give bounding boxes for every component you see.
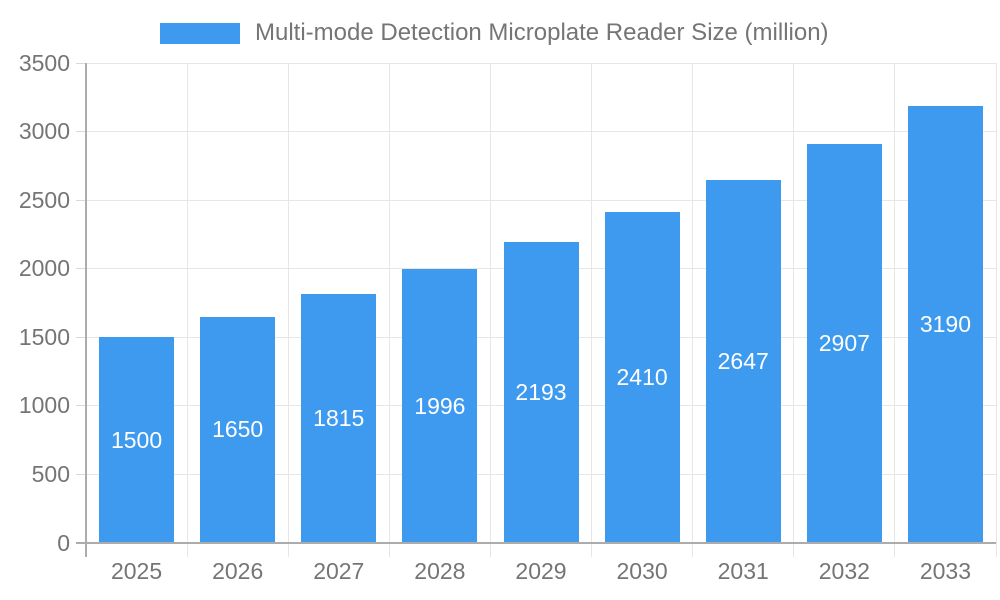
y-axis-label: 1000 bbox=[18, 392, 70, 419]
y-gridline bbox=[86, 62, 996, 64]
bar-2027[interactable] bbox=[301, 294, 377, 543]
bar-2032[interactable] bbox=[806, 144, 882, 543]
x-gridline bbox=[995, 63, 997, 557]
x-axis-line bbox=[76, 542, 996, 544]
bar-value-label: 1500 bbox=[110, 426, 163, 453]
bar-2033[interactable] bbox=[907, 105, 983, 543]
bar-2028[interactable] bbox=[402, 269, 478, 543]
bar-value-label: 2193 bbox=[515, 379, 567, 406]
x-gridline bbox=[692, 63, 694, 557]
x-gridline bbox=[591, 63, 593, 557]
y-axis-tick bbox=[76, 268, 86, 270]
y-axis-label: 3500 bbox=[18, 49, 70, 76]
y-axis-label: 1500 bbox=[18, 323, 70, 350]
bar-value-label: 1815 bbox=[313, 405, 365, 432]
bar-value-label: 1650 bbox=[212, 416, 264, 443]
y-axis-label: 2000 bbox=[18, 255, 70, 282]
legend-label: Multi-mode Detection Microplate Reader S… bbox=[255, 19, 829, 46]
x-axis-label: 2033 bbox=[919, 558, 972, 584]
x-gridline bbox=[388, 63, 390, 557]
x-axis-label: 2030 bbox=[616, 558, 668, 584]
y-axis-tick bbox=[76, 405, 86, 407]
y-axis-line bbox=[85, 63, 87, 557]
bar-value-label: 2907 bbox=[818, 330, 870, 357]
bar-value-label: 2647 bbox=[717, 347, 769, 374]
y-axis-tick bbox=[76, 131, 86, 133]
x-axis-label: 2032 bbox=[818, 558, 870, 584]
legend-swatch bbox=[160, 22, 240, 44]
x-axis-label: 2025 bbox=[110, 558, 163, 584]
x-gridline bbox=[793, 63, 795, 557]
bar-2026[interactable] bbox=[200, 316, 276, 543]
y-axis-label: 500 bbox=[31, 460, 70, 487]
x-axis-label: 2031 bbox=[717, 558, 769, 584]
y-axis-tick bbox=[76, 336, 86, 338]
bar-2030[interactable] bbox=[604, 212, 680, 543]
bar-2029[interactable] bbox=[503, 242, 579, 543]
x-axis-label: 2029 bbox=[515, 558, 567, 584]
bar-value-label: 2410 bbox=[616, 364, 668, 391]
y-axis-label: 3000 bbox=[18, 118, 70, 145]
y-axis-tick bbox=[76, 199, 86, 201]
y-gridline bbox=[86, 131, 996, 133]
bar-2025[interactable] bbox=[99, 337, 175, 543]
x-gridline bbox=[489, 63, 491, 557]
y-gridline bbox=[86, 199, 996, 201]
y-axis-tick bbox=[76, 62, 86, 64]
x-gridline bbox=[186, 63, 188, 557]
x-axis-label: 2026 bbox=[212, 558, 264, 584]
bar-2031[interactable] bbox=[705, 179, 781, 543]
x-gridline bbox=[894, 63, 896, 557]
legend-item[interactable]: Multi-mode Detection Microplate Reader S… bbox=[160, 20, 829, 46]
bar-value-label: 1996 bbox=[414, 392, 466, 419]
bar-value-label: 3190 bbox=[919, 310, 972, 337]
y-axis-tick bbox=[76, 473, 86, 475]
x-axis-label: 2028 bbox=[414, 558, 466, 584]
x-axis-label: 2027 bbox=[313, 558, 365, 584]
y-axis-label: 2500 bbox=[18, 186, 70, 213]
y-axis-label: 0 bbox=[57, 529, 70, 556]
x-gridline bbox=[287, 63, 289, 557]
